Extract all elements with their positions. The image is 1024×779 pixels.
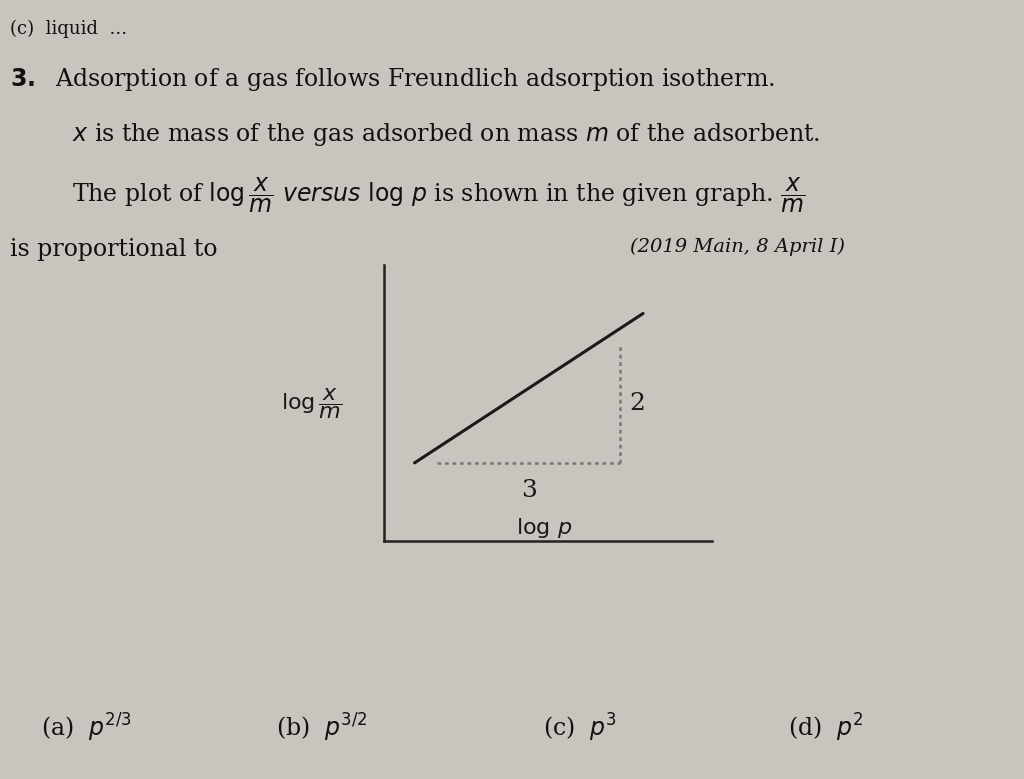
Text: The plot of $\log\dfrac{x}{m}$ $\it{versus}$ $\log\,p$ is shown in the given gra: The plot of $\log\dfrac{x}{m}$ $\it{vers…: [72, 175, 805, 215]
Text: 3: 3: [521, 479, 537, 502]
Text: $\log\,p$: $\log\,p$: [516, 516, 572, 540]
Text: $\log\dfrac{x}{m}$: $\log\dfrac{x}{m}$: [281, 386, 342, 421]
Text: (2019 Main, 8 April I): (2019 Main, 8 April I): [630, 238, 845, 256]
Text: 2: 2: [630, 392, 645, 414]
Text: $\mathbf{3.}$  Adsorption of a gas follows Freundlich adsorption isotherm.: $\mathbf{3.}$ Adsorption of a gas follow…: [10, 66, 775, 93]
Text: is proportional to: is proportional to: [10, 238, 218, 261]
Text: (d)  $p^{2}$: (d) $p^{2}$: [788, 712, 864, 745]
Text: (b)  $p^{3/2}$: (b) $p^{3/2}$: [276, 712, 368, 745]
Text: (a)  $p^{2/3}$: (a) $p^{2/3}$: [41, 712, 132, 745]
Text: (c)  $p^{3}$: (c) $p^{3}$: [543, 712, 616, 745]
Text: $x$ is the mass of the gas adsorbed on mass $m$ of the adsorbent.: $x$ is the mass of the gas adsorbed on m…: [72, 121, 820, 148]
Text: (c)  liquid  ...: (c) liquid ...: [10, 19, 127, 37]
